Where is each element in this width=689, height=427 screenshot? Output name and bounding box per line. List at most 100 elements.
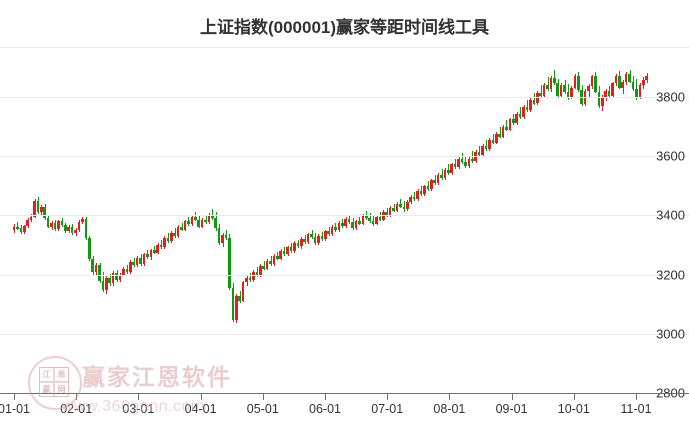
candlestick-body	[539, 92, 542, 97]
candlestick-body	[535, 92, 539, 104]
candlestick-wick	[212, 209, 214, 220]
candlestick-body	[228, 237, 231, 288]
candlestick-body	[563, 85, 566, 93]
candlestick-wick	[492, 133, 494, 145]
candlestick-body	[293, 243, 296, 251]
candlestick-wick	[485, 139, 487, 151]
candlestick-body	[245, 277, 248, 283]
candlestick-body	[498, 133, 501, 137]
candlestick-body	[40, 206, 43, 212]
x-axis-tick	[76, 393, 78, 400]
candlestick-body	[512, 119, 515, 124]
candlestick-body	[91, 259, 94, 273]
candlestick-body	[74, 230, 77, 234]
gridline	[0, 156, 689, 158]
x-axis-tick	[325, 393, 326, 400]
candlestick-body	[269, 260, 272, 264]
candlestick-wick	[359, 216, 361, 226]
candlestick-wick	[533, 92, 535, 106]
candlestick-body	[94, 265, 98, 273]
candlestick-body	[139, 258, 142, 264]
candlestick-body	[98, 265, 101, 282]
candlestick-body	[231, 287, 235, 320]
candlestick-wick	[527, 99, 528, 112]
candlestick-body	[501, 126, 505, 137]
candlestick-body	[46, 217, 50, 227]
candlestick-body	[282, 250, 286, 255]
candlestick-body	[272, 256, 276, 264]
candlestick-wick	[434, 175, 436, 186]
candlestick-body	[477, 152, 481, 155]
y-axis-tick-label: 3000	[656, 326, 685, 342]
candlestick-body	[440, 175, 443, 179]
candlestick-body	[460, 159, 464, 163]
candlestick-body	[522, 107, 525, 118]
candlestick-body	[313, 237, 317, 244]
candlestick-body	[77, 221, 81, 231]
candlestick-body	[310, 234, 313, 238]
candlestick-body	[81, 218, 84, 222]
candlestick-wick	[379, 212, 381, 222]
candlestick-body	[624, 73, 628, 83]
candlestick-body	[125, 268, 129, 273]
candlestick-body	[183, 221, 187, 230]
candlestick-body	[508, 119, 512, 130]
gridline	[0, 215, 689, 217]
gridline	[0, 274, 689, 276]
candlestick-body	[354, 221, 358, 228]
candlestick-wick	[506, 120, 508, 132]
candlestick-body	[303, 239, 306, 243]
candlestick-body	[604, 91, 607, 97]
candlestick-body	[453, 164, 457, 168]
candlestick-wick	[167, 232, 169, 244]
candlestick-body	[166, 237, 170, 242]
candlestick-body	[470, 158, 474, 161]
candlestick-body	[337, 223, 341, 231]
candlestick-wick	[441, 169, 443, 180]
candlestick-body	[628, 73, 631, 82]
y-axis-tick-label: 3400	[656, 207, 685, 223]
candlestick-body	[429, 180, 433, 189]
candlestick-body	[402, 206, 406, 210]
candlestick-body	[505, 126, 508, 130]
candlestick-wick	[226, 229, 228, 240]
candlestick-body	[265, 260, 269, 269]
candlestick-body	[344, 218, 348, 227]
x-axis-line	[0, 393, 689, 394]
candlestick-body	[464, 162, 467, 166]
y-axis-tick-label: 3200	[656, 267, 685, 283]
candlestick-body	[128, 262, 132, 273]
candlestick-body	[436, 175, 440, 184]
candlestick-body	[115, 273, 118, 280]
candlestick-body	[57, 221, 60, 229]
candlestick-body	[50, 222, 53, 227]
candlestick-body	[159, 245, 163, 248]
x-axis-tick-label: 04-01	[184, 402, 217, 416]
candlestick-wick	[547, 77, 549, 92]
candlestick-body	[614, 75, 618, 84]
candlestick-body	[457, 159, 460, 168]
candlestick-body	[443, 169, 447, 179]
candlestick-wick	[17, 221, 19, 231]
candlestick-wick	[249, 272, 251, 282]
candlestick-wick	[540, 85, 542, 99]
x-axis-tick	[200, 393, 202, 400]
candlestick-body	[224, 234, 228, 238]
candlestick-body	[29, 216, 33, 220]
x-axis-tick	[511, 393, 513, 400]
x-axis-tick-label: 03-01	[122, 402, 155, 416]
candlestick-body	[111, 273, 115, 284]
x-axis-tick-label: 01-01	[0, 402, 30, 416]
candlestick-body	[611, 83, 614, 97]
candlestick-body	[375, 217, 378, 224]
candlestick-body	[262, 265, 265, 269]
candlestick-body	[412, 197, 416, 200]
candlestick-body	[135, 258, 139, 266]
x-axis-tick	[636, 393, 637, 400]
candlestick-body	[36, 201, 40, 212]
candlestick-wick	[263, 260, 265, 271]
x-axis-tick-label: 09-01	[495, 402, 528, 416]
candlestick-body	[546, 84, 549, 90]
candlestick-wick	[465, 156, 467, 169]
candlestick-plot[interactable]	[0, 48, 689, 393]
